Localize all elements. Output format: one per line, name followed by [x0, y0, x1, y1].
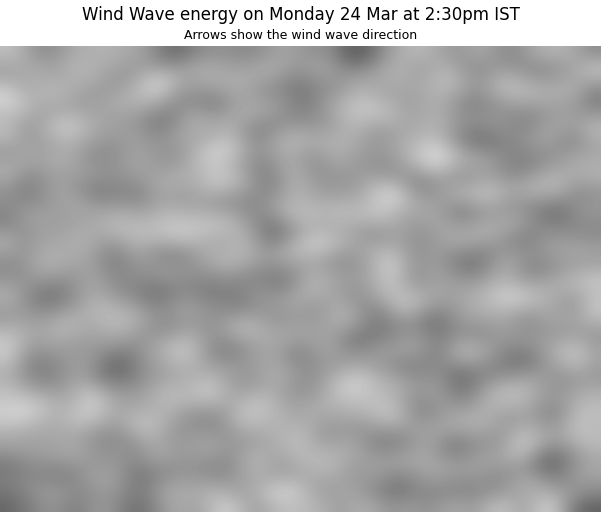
Text: Wind Wave energy on Monday 24 Mar at 2:30pm IST: Wind Wave energy on Monday 24 Mar at 2:3… — [82, 6, 519, 24]
Text: Arrows show the wind wave direction: Arrows show the wind wave direction — [184, 30, 417, 42]
